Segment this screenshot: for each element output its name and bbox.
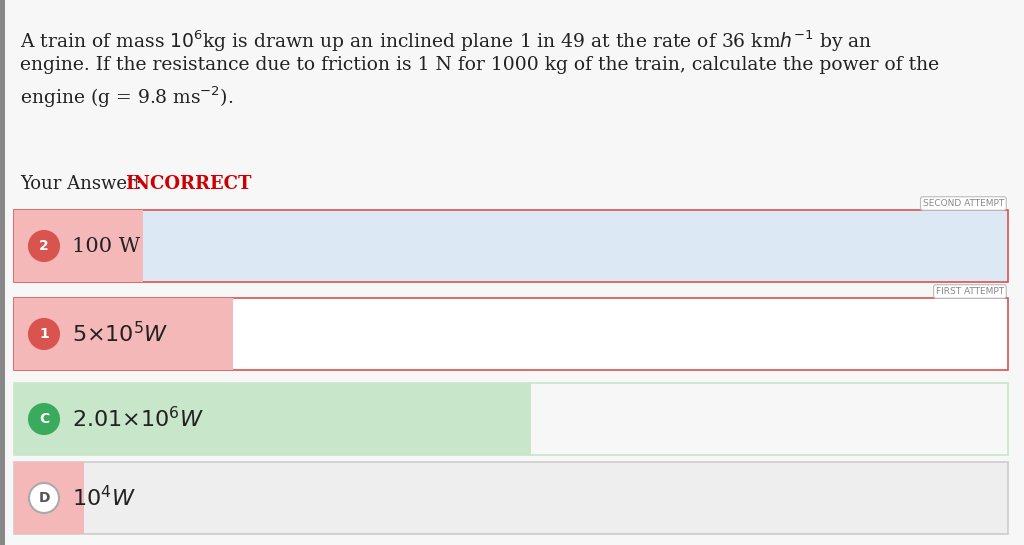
Text: 1: 1 (39, 327, 49, 341)
Bar (14, 462, 1008, 534)
Text: engine (g = 9.8 ms$^{-2}$).: engine (g = 9.8 ms$^{-2}$). (20, 84, 233, 110)
Text: $10^4\mathit{W}$: $10^4\mathit{W}$ (72, 486, 136, 511)
Circle shape (29, 404, 59, 434)
Text: Your Answer:: Your Answer: (20, 175, 141, 193)
Bar (14, 210, 143, 282)
Text: $2.01{\times}10^6\mathit{W}$: $2.01{\times}10^6\mathit{W}$ (72, 407, 204, 432)
Text: 100 W: 100 W (72, 237, 140, 256)
Bar (14, 383, 1008, 455)
Text: INCORRECT: INCORRECT (125, 175, 251, 193)
Bar (0, 0, 5, 545)
Text: engine. If the resistance due to friction is 1 N for 1000 kg of the train, calcu: engine. If the resistance due to frictio… (20, 56, 939, 74)
Bar (14, 298, 1008, 370)
Text: A train of mass $10^6$kg is drawn up an inclined plane 1 in 49 at the rate of 36: A train of mass $10^6$kg is drawn up an … (20, 28, 872, 53)
Bar (14, 462, 84, 534)
Bar (14, 210, 1008, 282)
Circle shape (29, 483, 59, 513)
Text: FIRST ATTEMPT: FIRST ATTEMPT (936, 287, 1004, 296)
Text: SECOND ATTEMPT: SECOND ATTEMPT (923, 199, 1004, 208)
Text: 2: 2 (39, 239, 49, 253)
Text: $5{\times}10^5\mathit{W}$: $5{\times}10^5\mathit{W}$ (72, 322, 169, 347)
Circle shape (29, 231, 59, 261)
Text: C: C (39, 412, 49, 426)
Bar (14, 298, 232, 370)
Bar (14, 383, 530, 455)
Text: D: D (38, 491, 50, 505)
Circle shape (29, 319, 59, 349)
